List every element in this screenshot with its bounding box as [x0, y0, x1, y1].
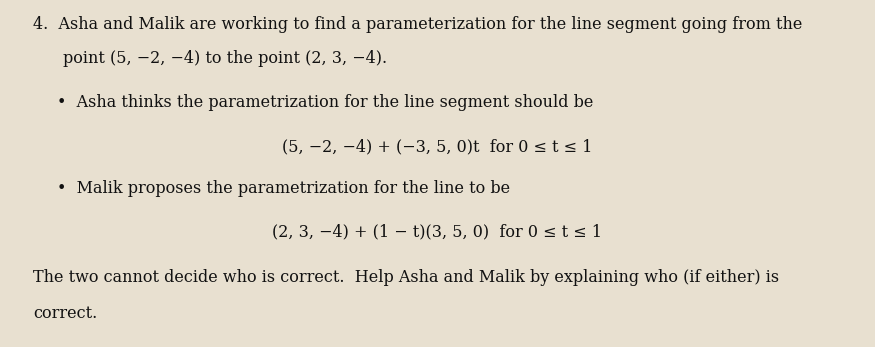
- Text: (2, 3, −4) + (1 − t)(3, 5, 0)  for 0 ≤ t ≤ 1: (2, 3, −4) + (1 − t)(3, 5, 0) for 0 ≤ t …: [272, 224, 603, 241]
- Text: 4.  Asha and Malik are working to find a parameterization for the line segment g: 4. Asha and Malik are working to find a …: [33, 16, 802, 33]
- Text: The two cannot decide who is correct.  Help Asha and Malik by explaining who (if: The two cannot decide who is correct. He…: [33, 269, 780, 286]
- Text: •  Malik proposes the parametrization for the line to be: • Malik proposes the parametrization for…: [57, 180, 510, 197]
- Text: (5, −2, −4) + (−3, 5, 0)t  for 0 ≤ t ≤ 1: (5, −2, −4) + (−3, 5, 0)t for 0 ≤ t ≤ 1: [283, 139, 592, 156]
- Text: •  Asha thinks the parametrization for the line segment should be: • Asha thinks the parametrization for th…: [57, 94, 593, 111]
- Text: point (5, −2, −4) to the point (2, 3, −4).: point (5, −2, −4) to the point (2, 3, −4…: [63, 50, 387, 67]
- Text: correct.: correct.: [33, 305, 97, 322]
